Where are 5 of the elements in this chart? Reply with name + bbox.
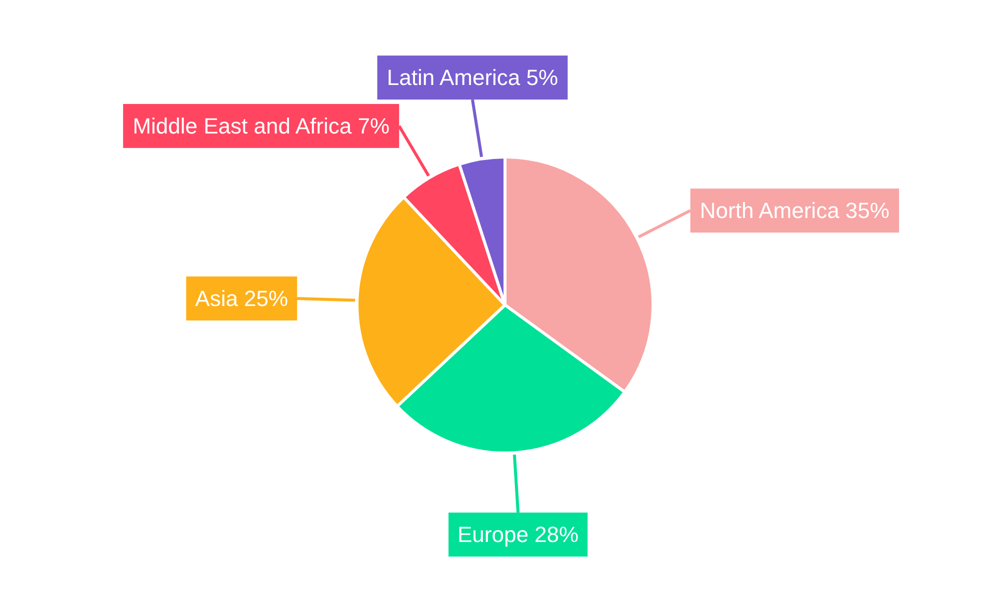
slice-label: Middle East and Africa 7% [132,113,390,138]
slice-label: Europe 28% [458,522,579,548]
slice-label: Latin America 5% [386,65,558,90]
slice-label: Asia 25% [195,286,288,311]
slice-label: North America 35% [700,198,890,224]
